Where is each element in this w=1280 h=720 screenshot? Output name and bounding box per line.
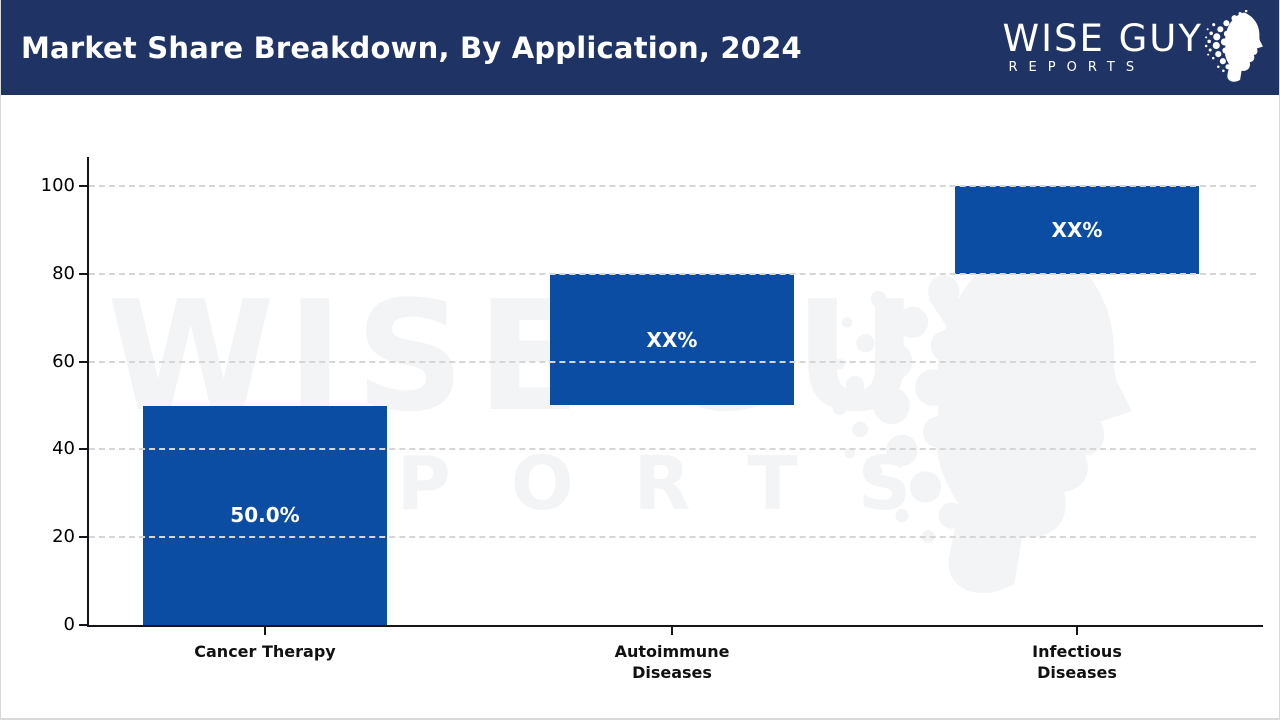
bar-value-label: XX% xyxy=(646,327,698,352)
x-category-label: Infectious Diseases xyxy=(967,642,1187,684)
gridline xyxy=(89,448,1256,451)
y-axis-spine xyxy=(87,157,89,627)
plot: 50.0% XX% XX% 0 20 40 60 80 100 Cancer Therapy Aut… xyxy=(1,95,1279,718)
bar xyxy=(955,186,1199,274)
gridline xyxy=(89,272,1256,275)
header: Market Share Breakdown, By Application, … xyxy=(1,0,1279,95)
y-tick xyxy=(79,185,87,187)
gridline xyxy=(89,536,1256,539)
wiseguy-logo: WISE GUY REPORTS xyxy=(1003,10,1267,86)
chart-title: Market Share Breakdown, By Application, … xyxy=(21,30,802,65)
gridline xyxy=(89,360,1256,363)
x-category-label-line: Infectious xyxy=(1032,642,1122,661)
y-tick-label: 20 xyxy=(52,526,75,548)
x-category-label-line: Autoimmune xyxy=(614,642,730,661)
x-category-label-line: Cancer Therapy xyxy=(194,642,336,661)
bar-value-label: XX% xyxy=(1051,217,1103,242)
bar-value-label: 50.0% xyxy=(230,503,300,528)
x-tick xyxy=(671,627,673,635)
y-tick-label: 80 xyxy=(52,262,75,284)
chart-area: WISE GUY REPORTS 50.0% XX% XX% 0 20 40 60 80 100… xyxy=(1,95,1279,718)
y-tick xyxy=(79,536,87,539)
y-tick-label: 40 xyxy=(52,438,75,460)
x-category-label-line: Diseases xyxy=(632,662,712,682)
logo-text: WISE GUY REPORTS xyxy=(1003,20,1203,75)
wiseguy-head-icon xyxy=(1201,10,1267,86)
y-tick-label: 60 xyxy=(52,350,75,372)
x-category-label-line: Diseases xyxy=(1037,662,1117,682)
bar xyxy=(550,273,794,406)
x-tick xyxy=(1076,627,1078,635)
x-tick xyxy=(264,627,266,635)
gridline xyxy=(89,185,1256,187)
logo-subtext: REPORTS xyxy=(1008,60,1146,75)
x-category-label: Cancer Therapy xyxy=(155,642,375,663)
y-tick-label: 0 xyxy=(63,614,75,635)
logo-wordmark: WISE GUY xyxy=(1002,17,1203,60)
bar xyxy=(143,405,387,625)
x-axis-spine xyxy=(87,625,1263,627)
y-tick xyxy=(79,272,87,275)
x-category-label: Autoimmune Diseases xyxy=(562,642,782,684)
y-tick xyxy=(79,624,87,626)
y-tick xyxy=(79,360,87,363)
y-tick-label: 100 xyxy=(40,175,75,196)
y-tick xyxy=(79,448,87,451)
